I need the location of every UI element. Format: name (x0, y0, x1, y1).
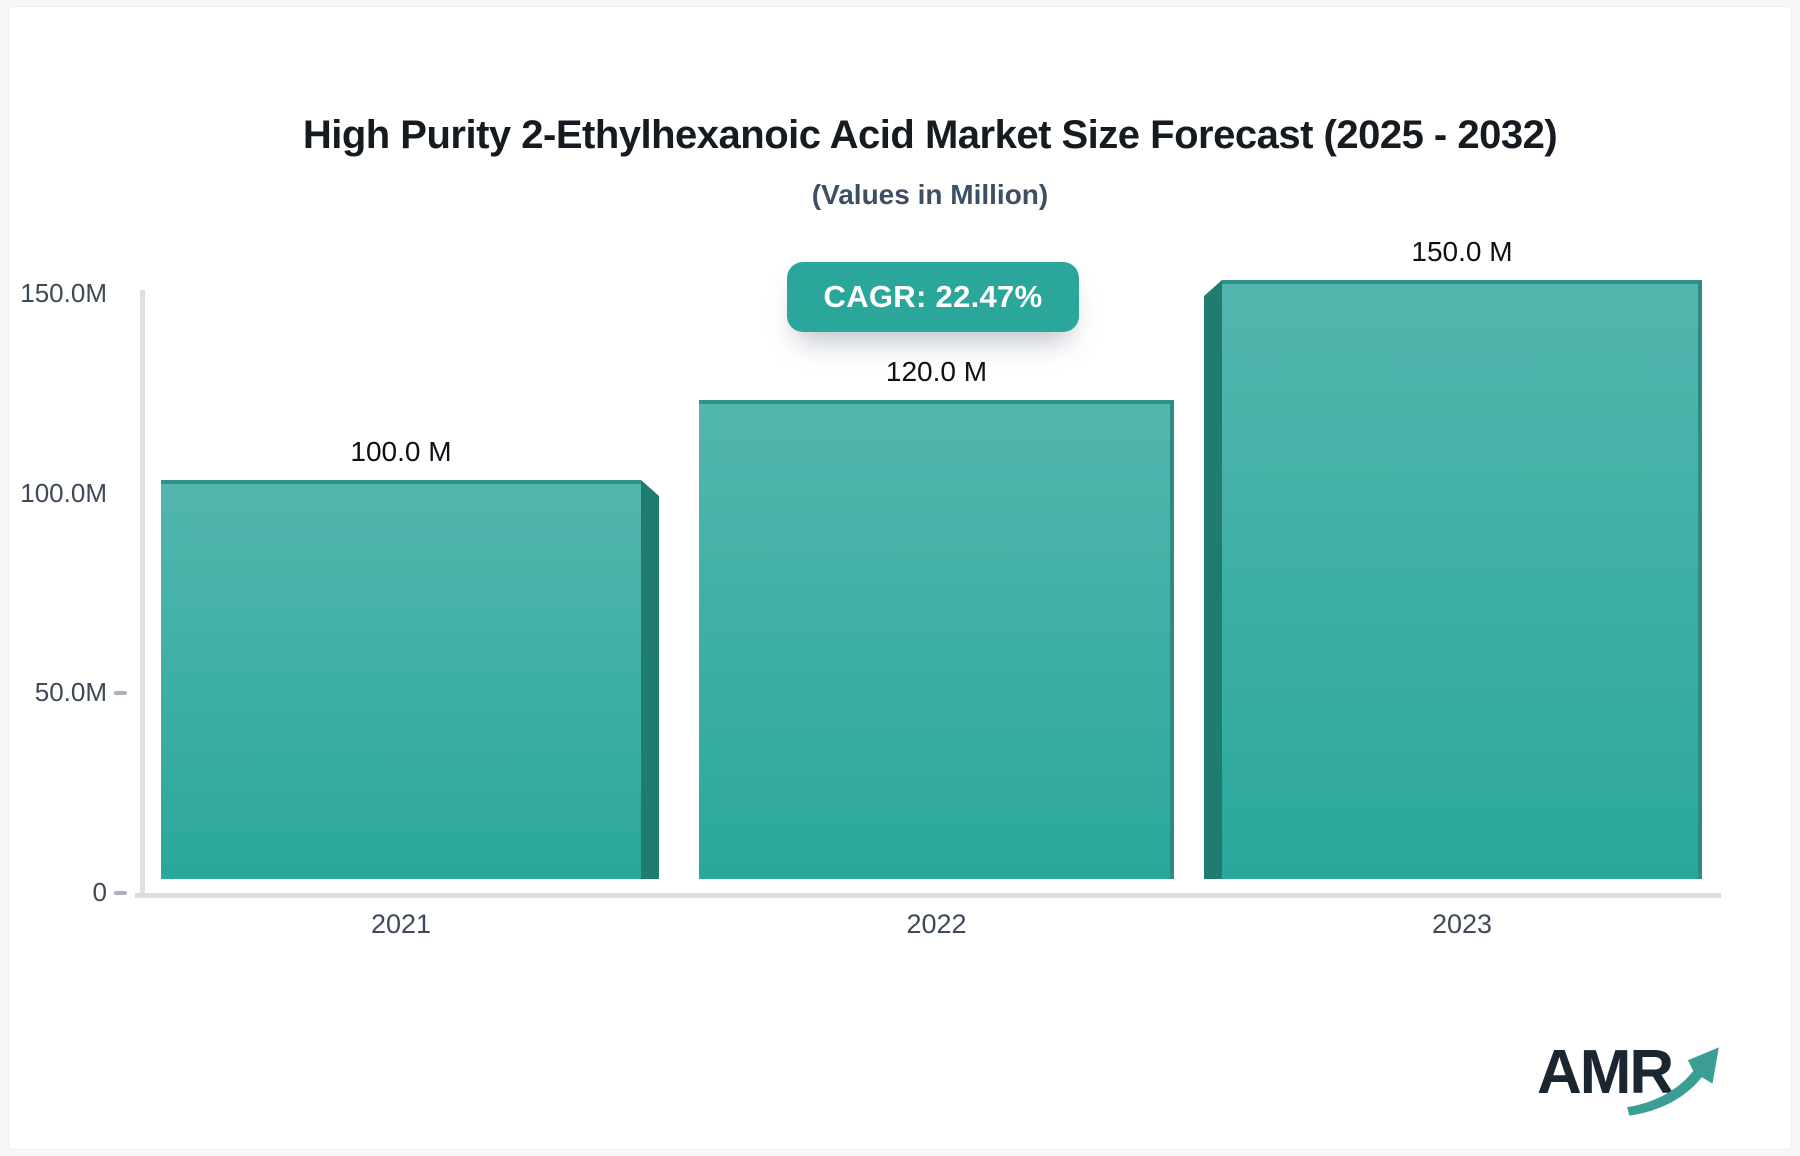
y-tick-label: 150.0M (20, 278, 107, 308)
bar-face-2022[interactable] (699, 400, 1174, 879)
amr-logo: AMR (1537, 1029, 1747, 1139)
chart-subtitle: (Values in Million) (811, 179, 1049, 210)
bar-face-2023[interactable] (1222, 280, 1702, 879)
y-tick-label: 100.0M (20, 478, 107, 508)
x-axis-label-2023: 2023 (1431, 909, 1493, 939)
x-axis-label-2022: 2022 (906, 909, 967, 939)
bar-face-2021[interactable] (161, 480, 641, 879)
bar-value-label-2023: 150.0 M (1411, 236, 1513, 267)
y-tick-label: 0 (92, 877, 107, 907)
chart-card: High Purity 2-Ethylhexanoic Acid Market … (8, 6, 1792, 1150)
x-axis-line (135, 893, 1721, 898)
bar-value-label-2021: 100.0 M (350, 436, 452, 467)
y-tick-dash (114, 891, 127, 895)
y-axis-line (140, 290, 145, 898)
y-tick-dash (114, 691, 127, 695)
bar-3d-side-2023 (1204, 280, 1222, 879)
y-tick-label: 50.0M (34, 677, 107, 707)
cagr-badge-label: CAGR: 22.47% (823, 279, 1043, 314)
amr-logo-text: AMR (1537, 1038, 1674, 1107)
bar-value-label-2022: 120.0 M (885, 356, 988, 387)
cagr-badge: CAGR: 22.47% (787, 262, 1079, 332)
x-axis-label-2021: 2021 (370, 909, 432, 939)
bar-3d-side-2021 (641, 480, 659, 879)
trend-up-arrow-icon (1627, 1047, 1719, 1116)
chart-title: High Purity 2-Ethylhexanoic Acid Market … (302, 113, 1558, 157)
